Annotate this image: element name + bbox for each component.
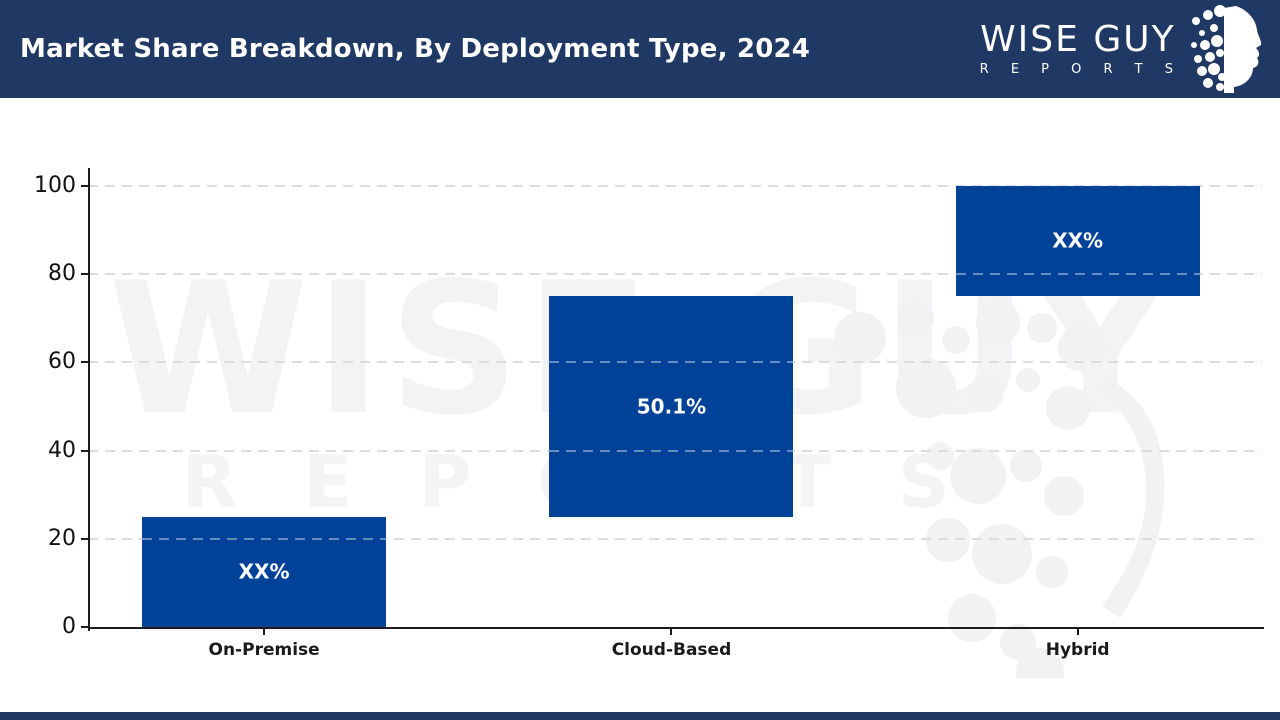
footer-accent-bar bbox=[0, 712, 1280, 720]
bar-value-label: 50.1% bbox=[636, 394, 707, 419]
y-tick-label-60: 60 bbox=[48, 349, 76, 375]
y-tick-80 bbox=[81, 273, 88, 276]
category-label-cloud-based: Cloud-Based bbox=[611, 640, 732, 660]
y-axis-line bbox=[88, 168, 90, 631]
y-tick-label-40: 40 bbox=[48, 437, 76, 463]
y-tick-20 bbox=[81, 537, 88, 540]
bar-gridline-overlay-60 bbox=[549, 361, 794, 364]
plot-area: XX% 50.1% XX% bbox=[88, 185, 1262, 627]
bar-cloud-based: 50.1% bbox=[549, 296, 794, 517]
y-tick-label-100: 100 bbox=[34, 173, 76, 198]
bar-gridline-overlay-20 bbox=[142, 537, 387, 540]
bar-value-label: XX% bbox=[238, 559, 290, 584]
y-tick-label-0: 0 bbox=[62, 614, 76, 639]
gridline-80 bbox=[88, 273, 1262, 276]
x-tick-0 bbox=[263, 629, 266, 635]
bar-gridline-overlay-80 bbox=[955, 273, 1200, 276]
y-tick-100 bbox=[81, 185, 88, 187]
bar-chart: XX% 50.1% XX% 0 20 40 60 80 100 On-Premise Cloud-… bbox=[0, 98, 1280, 712]
y-tick-label-20: 20 bbox=[48, 525, 76, 551]
wise-guy-reports-logo: WISE GUY R E P O R T S bbox=[974, 5, 1262, 93]
y-tick-0 bbox=[81, 626, 88, 628]
header-bar: Market Share Breakdown, By Deployment Ty… bbox=[0, 0, 1280, 98]
gridline-100 bbox=[88, 185, 1262, 187]
y-tick-label-80: 80 bbox=[48, 261, 76, 287]
logo-text: WISE GUY R E P O R T S bbox=[974, 18, 1182, 77]
logo-subtitle: R E P O R T S bbox=[979, 61, 1182, 77]
bar-on-premise: XX% bbox=[142, 516, 387, 627]
bar-value-label: XX% bbox=[1052, 228, 1104, 253]
bar-hybrid: XX% bbox=[955, 186, 1200, 297]
bar-gridline-overlay-40 bbox=[549, 449, 794, 452]
x-axis-line bbox=[88, 627, 1264, 629]
category-label-on-premise: On-Premise bbox=[208, 640, 320, 660]
y-tick-60 bbox=[81, 361, 88, 364]
x-tick-2 bbox=[1076, 629, 1079, 635]
x-tick-1 bbox=[670, 629, 673, 635]
logo-wordmark: WISE GUY bbox=[980, 18, 1176, 60]
gridline-20 bbox=[88, 537, 1262, 540]
chart-title: Market Share Breakdown, By Deployment Ty… bbox=[20, 34, 811, 64]
y-tick-40 bbox=[81, 449, 88, 452]
category-label-hybrid: Hybrid bbox=[1045, 640, 1110, 660]
logo-face-icon bbox=[1186, 5, 1262, 93]
